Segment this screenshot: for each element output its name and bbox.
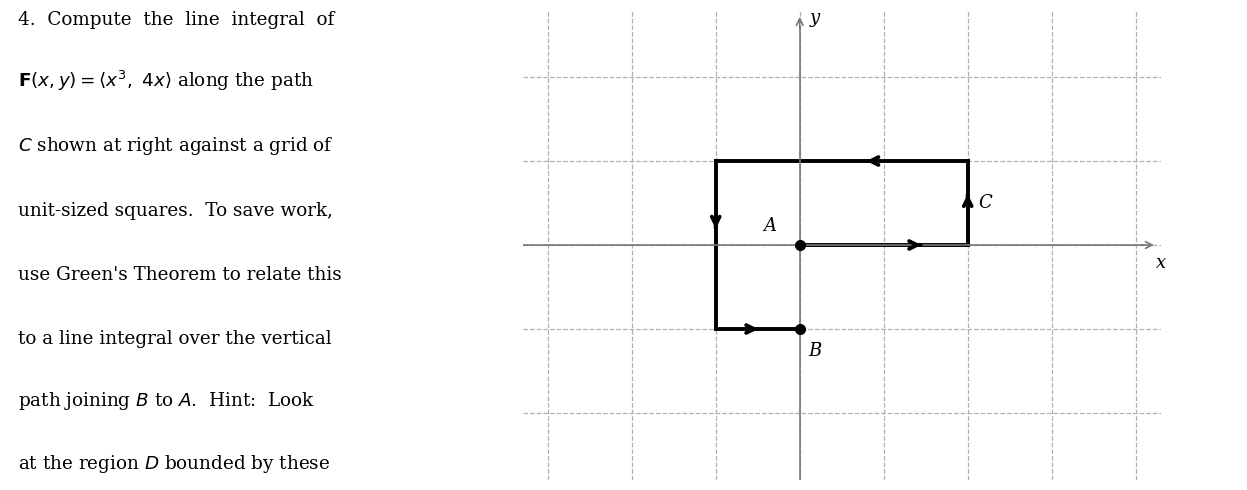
Text: unit-sized squares.  To save work,: unit-sized squares. To save work, [17,202,333,220]
Text: at the region $D$ bounded by these: at the region $D$ bounded by these [17,453,330,475]
Text: C: C [978,194,991,212]
Text: $\mathbf{F}(x, y) = \langle x^3,\ 4x\rangle$ along the path: $\mathbf{F}(x, y) = \langle x^3,\ 4x\ran… [17,69,314,93]
Text: $C$ shown at right against a grid of: $C$ shown at right against a grid of [17,135,334,157]
Text: y: y [809,9,821,27]
Text: 4.  Compute  the  line  integral  of: 4. Compute the line integral of [17,11,334,29]
Text: A: A [763,217,776,235]
Text: to a line integral over the vertical: to a line integral over the vertical [17,330,332,348]
Text: x: x [1156,254,1166,272]
Text: path joining $B$ to $A$.  Hint:  Look: path joining $B$ to $A$. Hint: Look [17,390,315,412]
Text: use Green's Theorem to relate this: use Green's Theorem to relate this [17,266,342,284]
Text: B: B [808,342,822,360]
